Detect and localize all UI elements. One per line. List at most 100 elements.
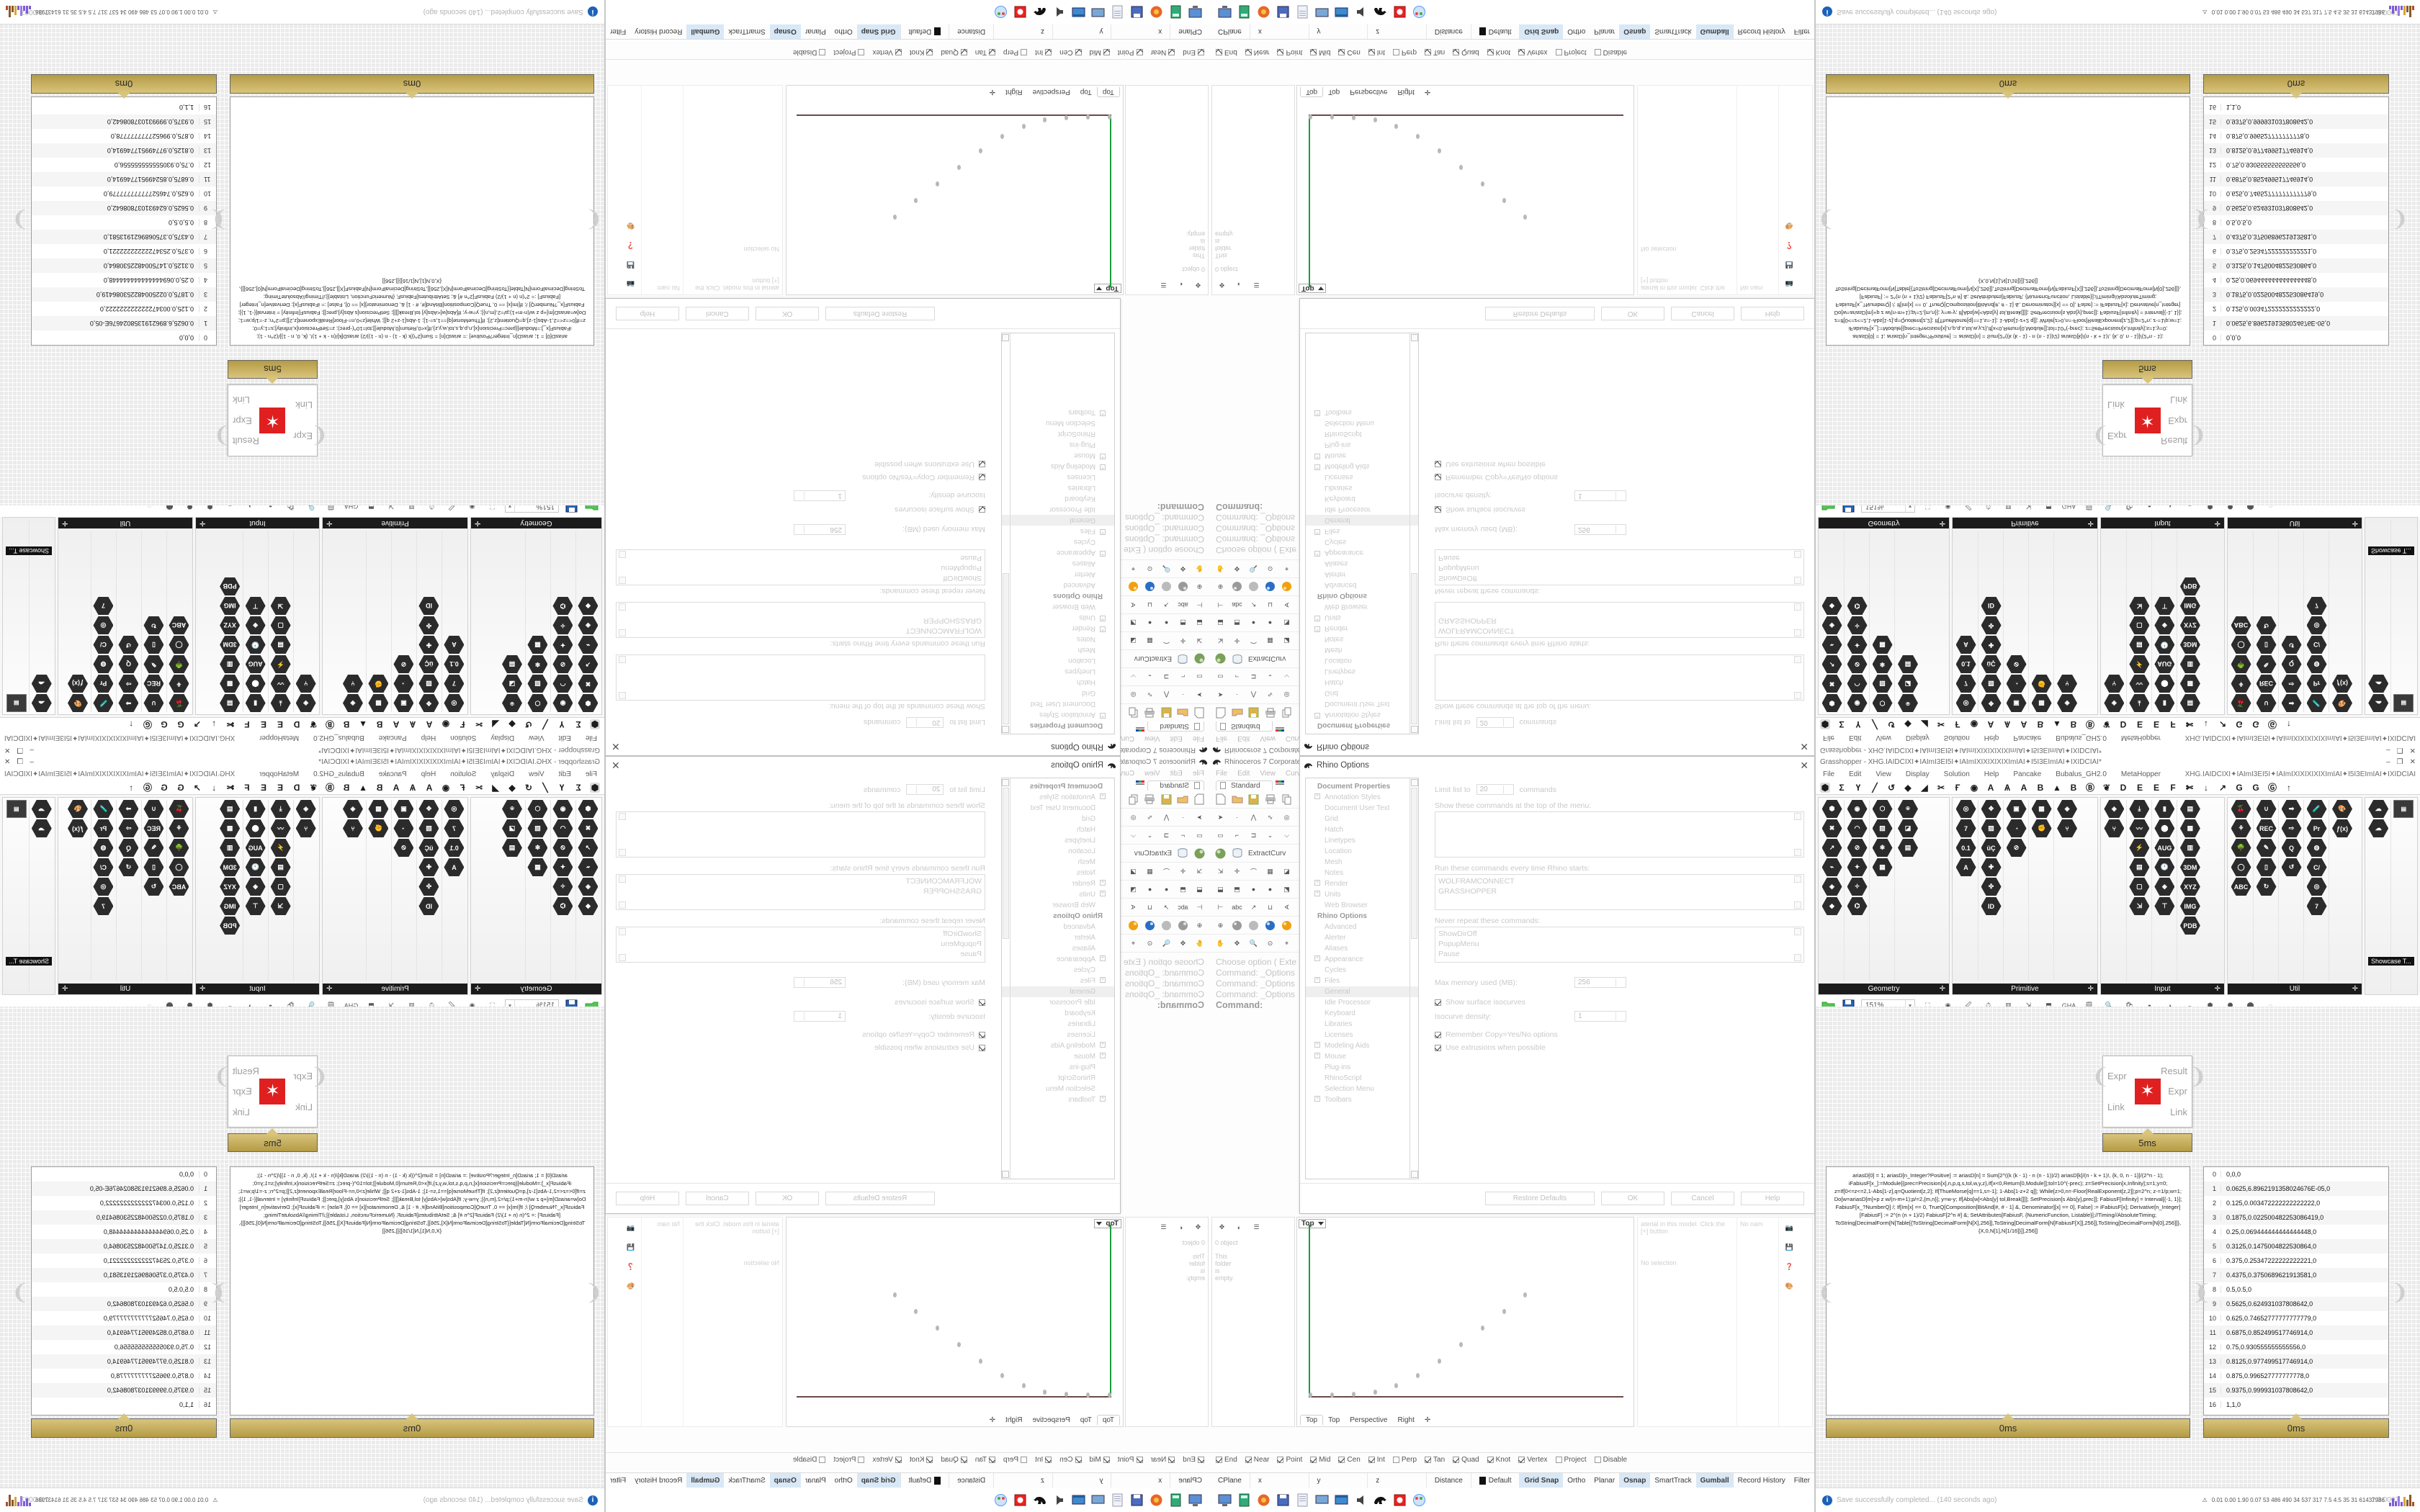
save-panel-icon[interactable]: 💾 [626,1243,635,1251]
viewport-tabs[interactable]: Top Top Perspective Right ✛ [985,1415,1120,1425]
component-icon[interactable]: ▯ [143,636,163,654]
component-icon[interactable]: ◪ [502,819,522,837]
component-icon[interactable]: 0.1 [1955,839,1976,857]
expand-icon[interactable]: ✛ [1939,985,1946,993]
maximize-icon[interactable]: ❐ [2396,757,2403,766]
status-toggle-smarttrack[interactable]: SmartTrack [1654,27,1692,36]
taskbar-window-icon[interactable] [1334,1493,1349,1508]
max-memory-input[interactable]: 256 [1574,977,1626,988]
bend-icon[interactable]: ⌒ [1250,636,1257,644]
rhino-statusbar[interactable]: CPlane x y z Distance Default Grid Snap O… [1210,1472,1814,1488]
cylinder-icon[interactable] [1229,846,1245,861]
help-button[interactable]: Help [616,1192,679,1205]
component-icon[interactable]: C/ [93,636,113,654]
osnap-end[interactable]: End [1183,1456,1204,1464]
status-toggle-grid-snap[interactable]: Grid Snap [1520,1473,1564,1488]
options-tree-item[interactable]: Web Browser [1306,900,1418,911]
input-link-label[interactable]: Link [2107,1102,2125,1112]
component-icon[interactable]: 🧪 [93,800,113,818]
ribbon-tab-0[interactable]: ⬢ [1820,719,1830,730]
maximize-icon[interactable]: ❐ [17,746,24,755]
grasshopper-canvas[interactable]: Expr Link Result Expr Link ✶ ❨ ❩ 5ms [0,24,604,505]
options-tree-item[interactable]: + Units [1306,612,1418,623]
component-icon[interactable]: Pr [93,819,113,837]
component-icon[interactable]: ❄ [528,839,548,857]
component-icon[interactable]: ✧ [553,616,573,634]
scroll-down-icon[interactable] [619,954,626,961]
scroll-up-icon[interactable] [619,928,626,935]
curve-tool-icon[interactable]: ⌄ [1267,831,1273,839]
component-icon[interactable]: Pr [93,675,113,693]
component-icon[interactable]: ▩ [220,675,240,693]
ribbon-tab-18[interactable]: D [293,782,300,793]
component-icon[interactable]: ▨ [1873,675,1893,693]
component-icon[interactable]: A [444,636,464,654]
options-tree-item[interactable]: Document User Text [1002,698,1114,709]
viewport-tab-top-active[interactable]: Top [1300,1415,1324,1425]
component-icon[interactable]: ◔ [2006,819,2027,837]
ribbon-tab-14[interactable]: ▲ [2053,719,2061,730]
copy-icon[interactable] [1126,792,1141,807]
palette-input[interactable]: ◈ ⑂ ⤓ 〰 ⚡ ▤ ▢ ⇲ ▮ ⬤ AUG 🕐 ◈ ⊤ ▤ ▩ ▥ 3DM XYZ IMG PDB Input ✛ [194,517,321,715]
taskbar-volume-icon[interactable] [1052,1493,1067,1508]
component-icon[interactable]: ⍟ [502,694,522,712]
output-grip-right[interactable]: ❩ [212,1065,231,1089]
options-tree-item[interactable]: + Appearance [1002,954,1114,965]
maximize-icon[interactable]: ❐ [2396,746,2403,755]
ribbon-tab-0[interactable]: ⬢ [590,719,600,730]
osnap-mid[interactable]: Mid [1310,48,1330,56]
expand-icon[interactable]: ✛ [2087,519,2094,527]
top-menu-listbox[interactable] [1435,654,1804,701]
pan-icon[interactable]: ✋ [1216,939,1225,947]
shaded-icon[interactable] [1229,918,1245,933]
cplane-icon-1[interactable]: ⬓ [1196,885,1203,893]
options-tree-item[interactable]: Web Browser [1002,601,1114,612]
dim-leader-icon[interactable]: ↗ [1250,601,1257,609]
component-icon[interactable]: ▩ [2179,819,2200,837]
component-icon[interactable]: ✊ [2032,675,2052,693]
status-toggle-gumball[interactable]: Gumball [1695,1473,1734,1488]
ribbon-tab-2[interactable]: Ү [1855,719,1861,730]
osnap-vertex[interactable]: Vertex [1518,1456,1548,1464]
taskbar-rhino-icon[interactable] [1032,1493,1047,1508]
checkbox[interactable] [1368,49,1375,55]
system-tray[interactable]: ⚠ 0.01 0.00 1.90 0.07 53 486 490 34 537 … [2202,1488,2420,1512]
color-panel-icon[interactable]: 🎨 [626,1282,635,1290]
restore-defaults-button[interactable]: Restore Defaults [825,307,935,320]
listbox-scrollbar[interactable] [617,656,626,699]
wireframe-icon[interactable]: ⊕ [1196,583,1203,591]
expand-icon[interactable]: ✛ [199,985,206,993]
input-expr-label[interactable]: Expr [2107,1071,2127,1081]
taskbar-firefox-icon[interactable] [1256,4,1271,19]
polyline-icon[interactable]: ⋀ [1163,813,1170,821]
never-repeat-listbox[interactable]: ShowDirOff PopupMenu Pause [1435,927,1804,963]
options-tree-scrollbar[interactable] [1410,778,1418,1179]
osnap-cen[interactable]: Cen [1059,48,1082,56]
component-icon[interactable]: ⇨ [2281,819,2302,837]
component-icon[interactable]: ⬢ [1821,800,1842,818]
component-icon[interactable]: ◈ [2057,800,2078,818]
viewport-tab-top-active[interactable]: Top [1096,87,1120,97]
rhino-toolbar-tabs[interactable]: Standard [1210,779,1814,791]
rectangle-icon[interactable]: ▭ [1217,673,1224,681]
palette-caption[interactable]: Util ✛ [2228,984,2362,994]
osnap-knot[interactable]: Knot [1487,1456,1510,1464]
component-icon[interactable]: ✖ [1821,819,1842,837]
component-icon[interactable]: Q [2282,655,2302,673]
expand-icon[interactable]: ✛ [474,985,481,993]
component-icon[interactable]: 〰 [2129,675,2149,693]
component-icon[interactable]: ABC [169,616,189,634]
panel-icon-strip[interactable]: 📷 💾 ❓ 🎨 [608,86,641,294]
camera-panel-icon[interactable]: 📷 [1785,1224,1794,1231]
options-tree-item[interactable]: Keyboard [1002,1008,1114,1019]
rhino-toolbar-tabs[interactable]: Standard [606,779,1210,791]
component-icon[interactable]: ◪ [502,675,522,693]
viewport-canvas[interactable] [791,90,1119,290]
never-repeat-item-1[interactable]: PopupMenu [1438,940,1479,948]
ribbon-tab-8[interactable]: Ғ [1955,719,1960,730]
expand-icon[interactable]: + [1314,955,1320,961]
ribbon-tab-25[interactable]: G [2236,782,2243,793]
ribbon-tab-25[interactable]: G [177,782,184,793]
dim-text-icon[interactable]: abc [1178,601,1188,608]
component-icon[interactable]: ⚘ [2231,819,2251,837]
